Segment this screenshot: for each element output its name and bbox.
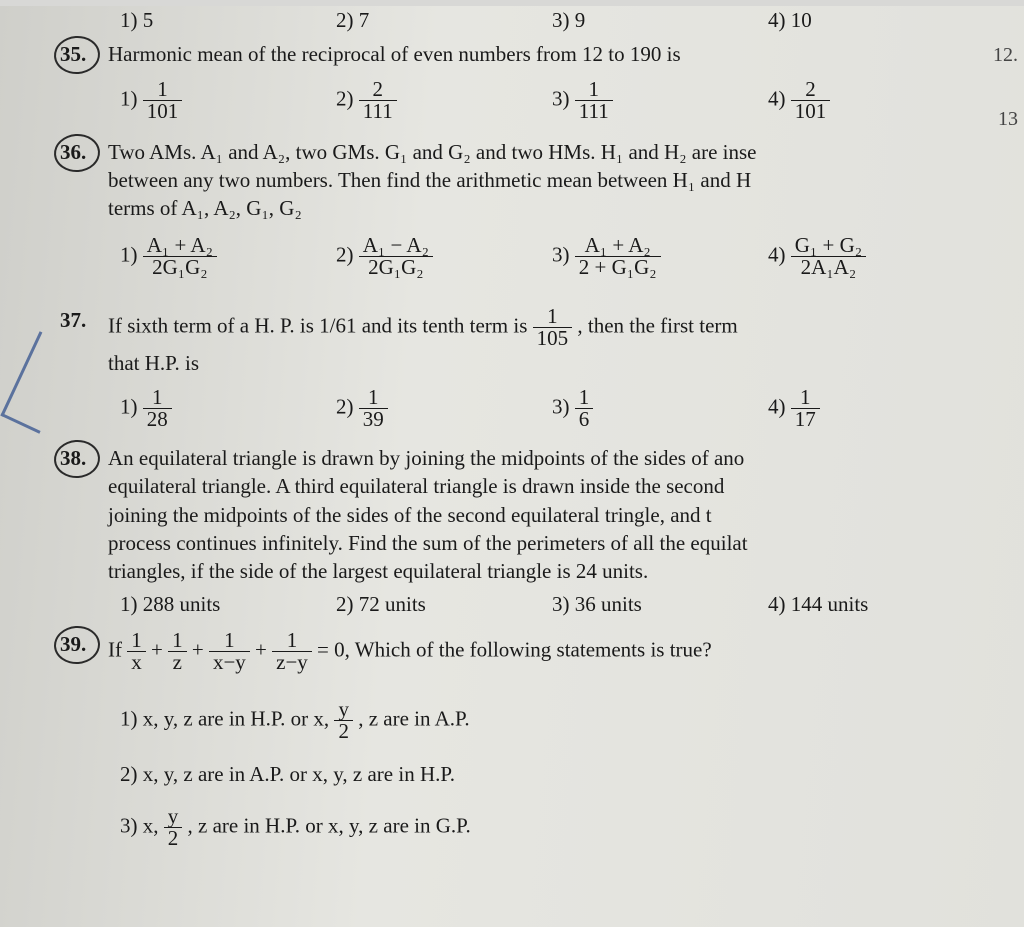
q37-opt-4: 4) 117: [768, 387, 984, 430]
q39: 39. If 1x + 1z + 1x−y + 1z−y = 0, Which …: [60, 630, 994, 673]
q37-options: 1) 128 2) 139 3) 16 4) 117: [120, 387, 984, 430]
q35-margin: 12.: [993, 42, 1018, 69]
q36-opt-2: 2) A₁ − A₂2G₁G₂: [336, 235, 552, 278]
page: 1) 5 2) 7 3) 9 4) 10 35. Harmonic mean o…: [0, 6, 1024, 927]
q39-opt-2: 2) x, y, z are in A.P. or x, y, z are in…: [120, 760, 994, 788]
q36-number: 36.: [60, 138, 98, 223]
prev-opt-4: 4) 10: [768, 6, 984, 34]
q37-opt-2: 2) 139: [336, 387, 552, 430]
q35-opt-1: 1) 1101: [120, 79, 336, 122]
q38-number: 38.: [60, 444, 98, 586]
q39-opt-1: 1) x, y, z are in H.P. or x, y2 , z are …: [120, 699, 994, 742]
q38-opt-3: 3) 36 units: [552, 590, 768, 618]
q36-options: 1) A₁ + A₂2G₁G₂ 2) A₁ − A₂2G₁G₂ 3) A₁ + …: [120, 235, 984, 278]
q36-opt-3: 3) A₁ + A₂2 + G₁G₂: [552, 235, 768, 278]
q35-opt-3: 3) 1111: [552, 79, 768, 122]
q36-stem: Two AMs. A₁ and A₂, two GMs. G₁ and G₂ a…: [108, 138, 994, 223]
q37-opt-3: 3) 16: [552, 387, 768, 430]
q39-options: 1) x, y, z are in H.P. or x, y2 , z are …: [120, 699, 994, 849]
q36-opt-4: 4) G₁ + G₂2A₁A₂: [768, 235, 984, 278]
q39-opt-3: 3) x, y2 , z are in H.P. or x, y, z are …: [120, 806, 994, 849]
q37-stem: If sixth term of a H. P. is 1/61 and its…: [108, 306, 994, 377]
q39-stem: If 1x + 1z + 1x−y + 1z−y = 0, Which of t…: [108, 630, 994, 673]
prev-opt-2: 2) 7: [336, 6, 552, 34]
q38-stem: An equilateral triangle is drawn by join…: [108, 444, 994, 586]
q37-opt-1: 1) 128: [120, 387, 336, 430]
q35-options: 1) 1101 2) 2111 3) 1111 4) 2101 13: [120, 79, 984, 122]
q37: 37. If sixth term of a H. P. is 1/61 and…: [60, 306, 994, 377]
q38-opt-4: 4) 144 units: [768, 590, 984, 618]
prev-question-options: 1) 5 2) 7 3) 9 4) 10: [120, 6, 984, 34]
q35-margin2: 13: [998, 106, 1018, 133]
prev-opt-3: 3) 9: [552, 6, 768, 34]
q37-number: 37.: [60, 306, 98, 377]
q38-opt-1: 1) 288 units: [120, 590, 336, 618]
q35-opt-2: 2) 2111: [336, 79, 552, 122]
q35-opt-4: 4) 2101: [768, 79, 984, 122]
q36: 36. Two AMs. A₁ and A₂, two GMs. G₁ and …: [60, 138, 994, 223]
q35: 35. Harmonic mean of the reciprocal of e…: [60, 40, 994, 68]
prev-opt-1: 1) 5: [120, 6, 336, 34]
q38-opt-2: 2) 72 units: [336, 590, 552, 618]
q38: 38. An equilateral triangle is drawn by …: [60, 444, 994, 586]
q38-options: 1) 288 units 2) 72 units 3) 36 units 4) …: [120, 590, 984, 618]
q35-stem: Harmonic mean of the reciprocal of even …: [108, 40, 994, 68]
q35-number: 35.: [60, 40, 98, 68]
q36-opt-1: 1) A₁ + A₂2G₁G₂: [120, 235, 336, 278]
q39-number: 39.: [60, 630, 98, 673]
